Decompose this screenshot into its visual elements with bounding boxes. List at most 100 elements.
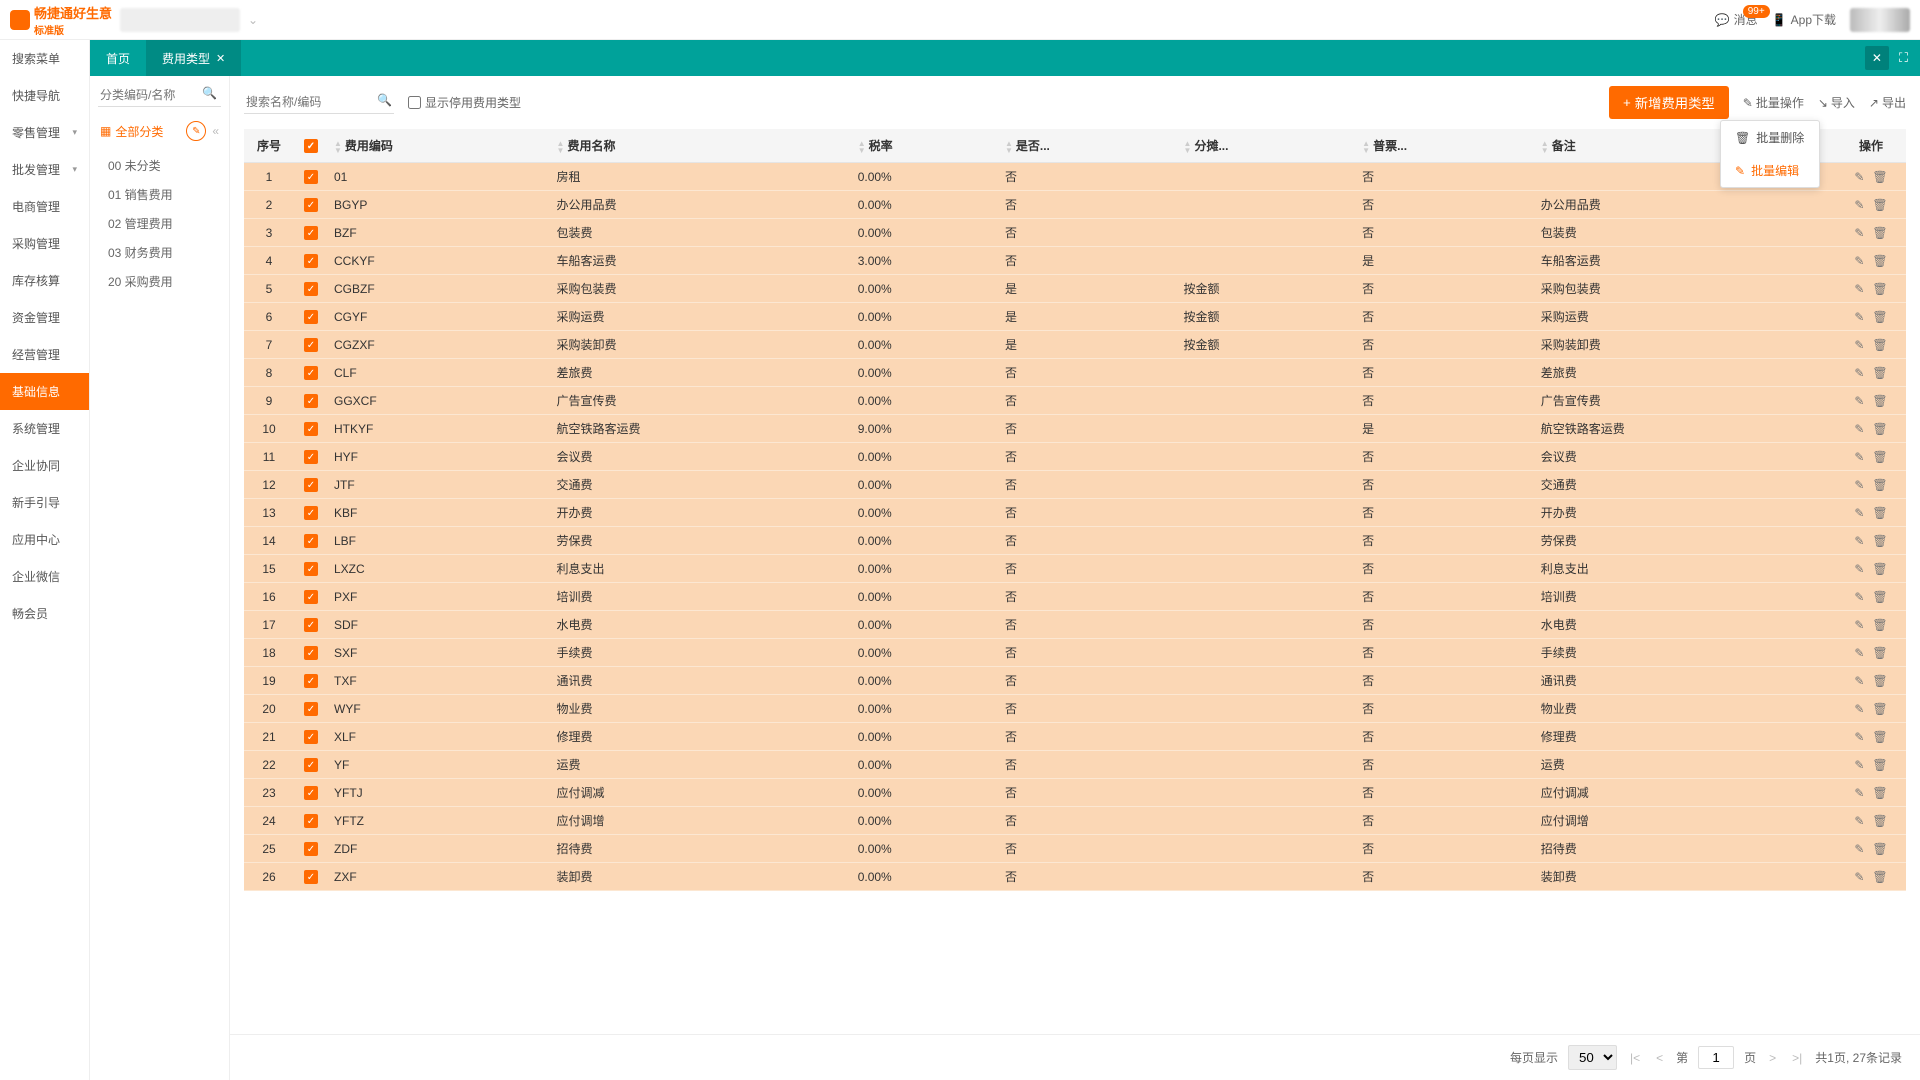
edit-icon[interactable]: ✎ <box>1854 842 1864 856</box>
category-item[interactable]: 20 采购费用 <box>90 267 229 296</box>
row-checkbox[interactable]: ✓ <box>304 422 318 436</box>
table-row[interactable]: 8✓CLF差旅费0.00%否否差旅费✎🗑 <box>244 359 1906 387</box>
col-isa[interactable]: ▲▼是否... <box>999 129 1178 163</box>
table-row[interactable]: 5✓CGBZF采购包装费0.00%是按金额否采购包装费✎🗑 <box>244 275 1906 303</box>
delete-icon[interactable]: 🗑 <box>1872 842 1887 856</box>
edit-icon[interactable]: ✎ <box>1854 674 1864 688</box>
edit-icon[interactable]: ✎ <box>1854 478 1864 492</box>
edit-icon[interactable]: ✎ <box>1854 450 1864 464</box>
edit-icon[interactable]: ✎ <box>1854 422 1864 436</box>
edit-icon[interactable]: ✎ <box>1854 254 1864 268</box>
sidebar-item[interactable]: 采购管理 <box>0 225 89 262</box>
delete-icon[interactable]: 🗑 <box>1872 422 1887 436</box>
logo[interactable]: 畅捷通好生意 标准版 <box>10 3 112 37</box>
edit-icon[interactable]: ✎ <box>1854 646 1864 660</box>
edit-icon[interactable]: ✎ <box>1854 170 1864 184</box>
col-tax[interactable]: ▲▼税率 <box>852 129 999 163</box>
table-row[interactable]: 19✓TXF通讯费0.00%否否通讯费✎🗑 <box>244 667 1906 695</box>
table-row[interactable]: 3✓BZF包装费0.00%否否包装费✎🗑 <box>244 219 1906 247</box>
export-button[interactable]: ↗ 导出 <box>1869 94 1906 111</box>
per-page-select[interactable]: 50 <box>1568 1045 1617 1070</box>
delete-icon[interactable]: 🗑 <box>1872 394 1887 408</box>
delete-icon[interactable]: 🗑 <box>1872 366 1887 380</box>
delete-icon[interactable]: 🗑 <box>1872 254 1887 268</box>
batch-delete-item[interactable]: 🗑 批量删除 <box>1721 121 1819 154</box>
table-row[interactable]: 16✓PXF培训费0.00%否否培训费✎🗑 <box>244 583 1906 611</box>
table-row[interactable]: 4✓CCKYF车船客运费3.00%否是车船客运费✎🗑 <box>244 247 1906 275</box>
page-input[interactable] <box>1698 1046 1734 1069</box>
table-row[interactable]: 15✓LXZC利息支出0.00%否否利息支出✎🗑 <box>244 555 1906 583</box>
edit-icon[interactable]: ✎ <box>1854 198 1864 212</box>
table-row[interactable]: 6✓CGYF采购运费0.00%是按金额否采购运费✎🗑 <box>244 303 1906 331</box>
row-checkbox[interactable]: ✓ <box>304 310 318 324</box>
checkbox-icon[interactable]: ✓ <box>304 139 318 153</box>
delete-icon[interactable]: 🗑 <box>1872 646 1887 660</box>
edit-icon[interactable]: ✎ <box>1854 282 1864 296</box>
col-code[interactable]: ▲▼费用编码 <box>328 129 551 163</box>
next-page-button[interactable]: > <box>1766 1051 1779 1065</box>
edit-icon[interactable]: ✎ <box>1854 590 1864 604</box>
edit-icon[interactable]: ✎ <box>1854 394 1864 408</box>
import-button[interactable]: ↘ 导入 <box>1818 94 1855 111</box>
row-checkbox[interactable]: ✓ <box>304 758 318 772</box>
app-download-button[interactable]: 📱 App下载 <box>1772 11 1836 28</box>
row-checkbox[interactable]: ✓ <box>304 198 318 212</box>
sidebar-item[interactable]: 企业协同 <box>0 447 89 484</box>
batch-edit-item[interactable]: ✎ 批量编辑 <box>1721 154 1819 187</box>
row-checkbox[interactable]: ✓ <box>304 338 318 352</box>
table-row[interactable]: 13✓KBF开办费0.00%否否开办费✎🗑 <box>244 499 1906 527</box>
close-all-tabs-button[interactable]: ✕ <box>1865 46 1889 70</box>
edit-icon[interactable]: ✎ <box>1854 310 1864 324</box>
delete-icon[interactable]: 🗑 <box>1872 198 1887 212</box>
table-row[interactable]: 23✓YFTJ应付调减0.00%否否应付调减✎🗑 <box>244 779 1906 807</box>
sidebar-item[interactable]: 资金管理 <box>0 299 89 336</box>
delete-icon[interactable]: 🗑 <box>1872 282 1887 296</box>
row-checkbox[interactable]: ✓ <box>304 646 318 660</box>
col-index[interactable]: 序号 <box>244 129 294 163</box>
sidebar-item[interactable]: 系统管理 <box>0 410 89 447</box>
row-checkbox[interactable]: ✓ <box>304 282 318 296</box>
edit-icon[interactable]: ✎ <box>1854 786 1864 800</box>
row-checkbox[interactable]: ✓ <box>304 226 318 240</box>
edit-icon[interactable]: ✎ <box>186 121 206 141</box>
col-tick[interactable]: ▲▼普票... <box>1356 129 1535 163</box>
sidebar-item[interactable]: 应用中心 <box>0 521 89 558</box>
edit-icon[interactable]: ✎ <box>1854 702 1864 716</box>
table-row[interactable]: 25✓ZDF招待费0.00%否否招待费✎🗑 <box>244 835 1906 863</box>
delete-icon[interactable]: 🗑 <box>1872 534 1887 548</box>
batch-button[interactable]: ✎ 批量操作 <box>1743 94 1804 111</box>
delete-icon[interactable]: 🗑 <box>1872 870 1887 884</box>
delete-icon[interactable]: 🗑 <box>1872 758 1887 772</box>
sidebar-item[interactable]: 畅会员 <box>0 595 89 632</box>
delete-icon[interactable]: 🗑 <box>1872 730 1887 744</box>
category-item[interactable]: 02 管理费用 <box>90 209 229 238</box>
first-page-button[interactable]: |< <box>1627 1051 1643 1065</box>
edit-icon[interactable]: ✎ <box>1854 758 1864 772</box>
table-row[interactable]: 14✓LBF劳保费0.00%否否劳保费✎🗑 <box>244 527 1906 555</box>
row-checkbox[interactable]: ✓ <box>304 366 318 380</box>
table-row[interactable]: 17✓SDF水电费0.00%否否水电费✎🗑 <box>244 611 1906 639</box>
row-checkbox[interactable]: ✓ <box>304 870 318 884</box>
delete-icon[interactable]: 🗑 <box>1872 674 1887 688</box>
search-icon[interactable]: 🔍 <box>377 93 392 107</box>
table-row[interactable]: 2✓BGYP办公用品费0.00%否否办公用品费✎🗑 <box>244 191 1906 219</box>
table-row[interactable]: 21✓XLF修理费0.00%否否修理费✎🗑 <box>244 723 1906 751</box>
delete-icon[interactable]: 🗑 <box>1872 338 1887 352</box>
row-checkbox[interactable]: ✓ <box>304 674 318 688</box>
table-row[interactable]: 1✓01房租0.00%否否✎🗑 <box>244 163 1906 191</box>
edit-icon[interactable]: ✎ <box>1854 870 1864 884</box>
col-dist[interactable]: ▲▼分摊... <box>1178 129 1357 163</box>
prev-page-button[interactable]: < <box>1653 1051 1666 1065</box>
delete-icon[interactable]: 🗑 <box>1872 618 1887 632</box>
sidebar-item[interactable]: 新手引导 <box>0 484 89 521</box>
sidebar-item[interactable]: 企业微信 <box>0 558 89 595</box>
col-checkbox[interactable]: ✓ <box>294 129 328 163</box>
sidebar-item[interactable]: 快捷导航 <box>0 77 89 114</box>
row-checkbox[interactable]: ✓ <box>304 450 318 464</box>
delete-icon[interactable]: 🗑 <box>1872 786 1887 800</box>
edit-icon[interactable]: ✎ <box>1854 534 1864 548</box>
row-checkbox[interactable]: ✓ <box>304 506 318 520</box>
category-all[interactable]: ▦ 全部分类 <box>100 123 163 140</box>
user-avatar[interactable] <box>1850 8 1910 32</box>
table-row[interactable]: 22✓YF运费0.00%否否运费✎🗑 <box>244 751 1906 779</box>
